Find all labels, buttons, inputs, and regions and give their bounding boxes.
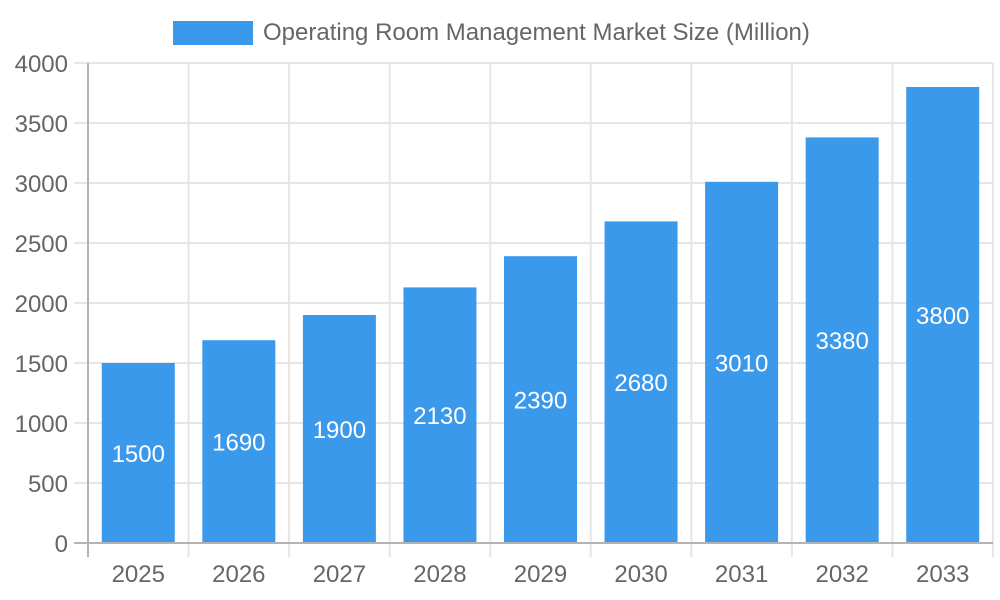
bar-value-label: 1500 <box>112 441 165 468</box>
x-axis-tick-label: 2030 <box>614 561 667 588</box>
y-axis-tick-label: 4000 <box>15 51 68 78</box>
bar-2025 <box>101 363 175 543</box>
bar-2029 <box>504 256 577 543</box>
bar-2030 <box>604 221 678 543</box>
x-axis-tick-label: 2027 <box>313 561 366 588</box>
bar-2026 <box>202 340 276 543</box>
x-axis-tick-label: 2028 <box>413 561 466 588</box>
x-axis-tick-label: 2029 <box>514 561 567 588</box>
x-axis-tick-label: 2033 <box>916 561 969 588</box>
y-axis-tick-label: 3000 <box>15 171 68 198</box>
legend-swatch <box>173 21 253 45</box>
bar-value-label: 3800 <box>916 303 969 330</box>
bar-2028 <box>403 287 477 543</box>
bar-2027 <box>302 315 376 543</box>
bar-value-label: 2680 <box>614 370 667 397</box>
bar-value-label: 1690 <box>212 430 265 457</box>
x-axis-tick-label: 2025 <box>112 561 165 588</box>
legend-label: Operating Room Management Market Size (M… <box>263 19 810 46</box>
bar-value-label: 1900 <box>313 417 366 444</box>
bar-value-label: 3010 <box>715 350 768 377</box>
y-axis-tick-label: 2000 <box>15 291 68 318</box>
y-axis-tick-label: 1500 <box>15 351 68 378</box>
bar-value-label: 2130 <box>413 403 466 430</box>
legend-item[interactable]: Operating Room Management Market Size (M… <box>173 19 810 47</box>
x-axis-tick-label: 2031 <box>715 561 768 588</box>
x-axis-tick-label: 2026 <box>212 561 265 588</box>
y-axis-tick-label: 0 <box>55 531 68 558</box>
bar-value-label: 3380 <box>815 328 868 355</box>
legend: Operating Room Management Market Size (M… <box>173 19 810 47</box>
x-axis-tick-label: 2032 <box>815 561 868 588</box>
bar-value-label: 2390 <box>514 388 567 415</box>
y-axis-tick-label: 500 <box>28 471 68 498</box>
bar-2033 <box>906 87 980 543</box>
y-axis-tick-label: 3500 <box>15 111 68 138</box>
bar-2031 <box>705 181 779 544</box>
y-axis-tick-label: 2500 <box>15 231 68 258</box>
y-axis-tick-label: 1000 <box>15 411 68 438</box>
bar-2032 <box>805 137 879 543</box>
